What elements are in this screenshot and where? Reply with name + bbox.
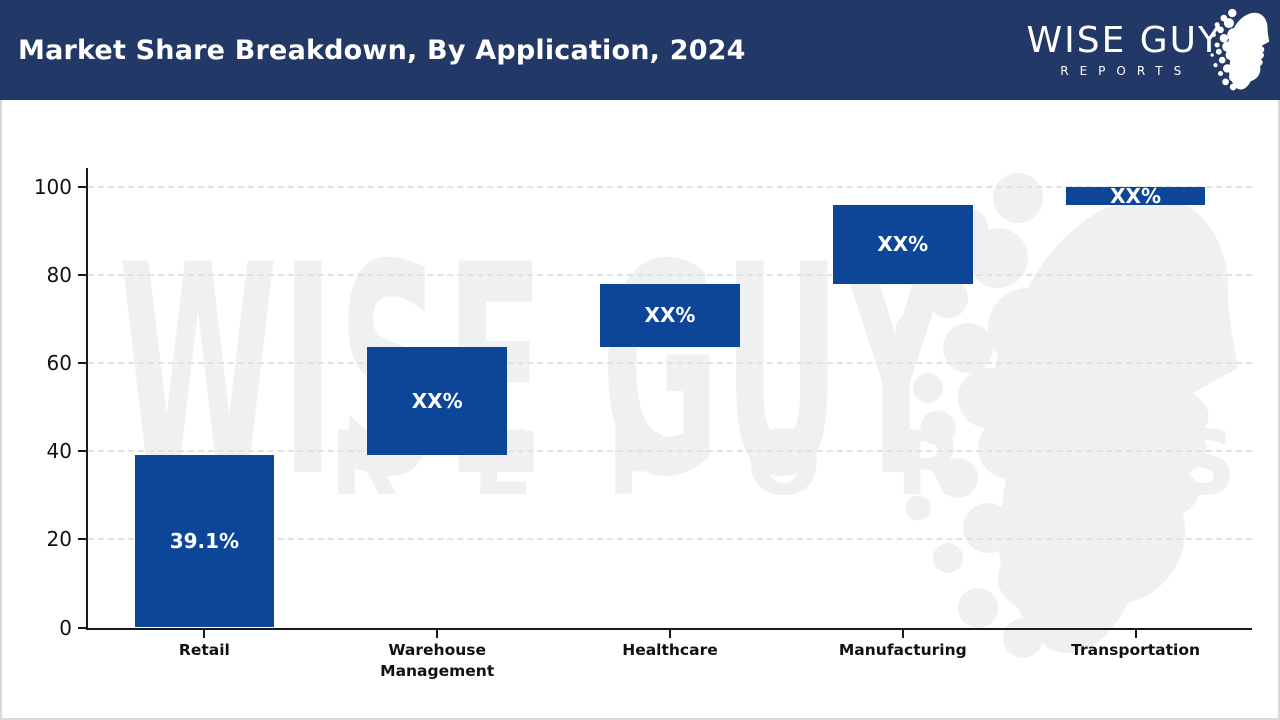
bar-value-label: XX%	[644, 303, 696, 328]
y-axis-tick	[78, 538, 86, 541]
x-axis-tick	[436, 629, 439, 638]
brand-subtitle: REPORTS	[1060, 64, 1193, 78]
y-axis-tick-label: 60	[46, 350, 72, 375]
bar-value-label: XX%	[1110, 183, 1162, 208]
gridline	[88, 185, 1252, 188]
y-axis-line	[86, 168, 88, 630]
y-axis-tick	[78, 361, 86, 364]
category-label: Retail	[178, 641, 230, 659]
bar-value-label: XX%	[877, 232, 929, 257]
gridline	[88, 538, 1252, 541]
brand-wordmark: WISE GUY REPORTS	[1026, 20, 1223, 78]
x-axis-line	[86, 627, 1252, 630]
bar-retail: 39.1%	[134, 455, 275, 628]
gridline	[88, 361, 1252, 364]
page-title: Market Share Breakdown, By Application, …	[18, 34, 746, 66]
brand-name: WISE GUY	[1026, 20, 1222, 61]
y-axis-tick-label: 40	[46, 439, 72, 464]
category-label: Transportation	[1071, 641, 1201, 659]
gridline	[88, 450, 1252, 453]
dotted-head-icon	[1208, 8, 1270, 92]
category-label: Manufacturing	[838, 641, 967, 659]
bar-value-label: XX%	[411, 389, 463, 414]
x-axis-tick	[203, 629, 206, 638]
y-axis-tick	[78, 626, 86, 629]
bar-manufacturing: XX%	[832, 205, 973, 284]
y-axis-tick-label: 0	[59, 615, 72, 640]
y-axis-tick	[78, 273, 86, 276]
y-axis-tick-label: 100	[33, 174, 72, 199]
bar-value-label: 39.1%	[169, 529, 240, 554]
x-axis-tick	[669, 629, 671, 638]
x-axis-tick	[1134, 629, 1137, 638]
y-axis-tick-label: 20	[46, 527, 72, 552]
app-header: Market Share Breakdown, By Application, …	[0, 0, 1280, 100]
y-axis-tick-label: 80	[46, 262, 72, 287]
gridline	[88, 273, 1252, 276]
category-label: Healthcare	[622, 641, 718, 659]
brand-logo: WISE GUY REPORTS	[1027, 8, 1271, 92]
bar-warehouse-management: XX%	[367, 347, 508, 456]
x-axis-tick	[901, 629, 904, 638]
y-axis-tick	[78, 185, 86, 188]
category-label: Warehouse Management	[380, 641, 495, 680]
bar-healthcare: XX%	[600, 283, 740, 348]
y-axis-tick	[78, 450, 86, 453]
bar-transportation: XX%	[1065, 183, 1206, 208]
